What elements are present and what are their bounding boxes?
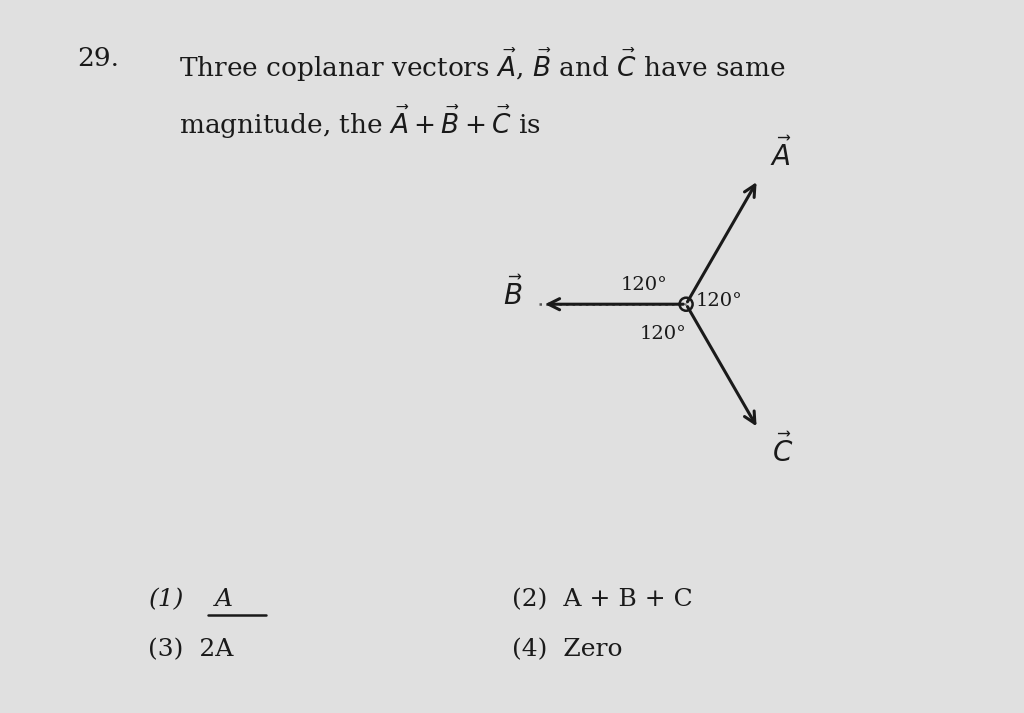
Text: $\vec{A}$: $\vec{A}$: [770, 138, 792, 172]
Text: magnitude, the $\vec{A} + \vec{B} + \vec{C}$ is: magnitude, the $\vec{A} + \vec{B} + \vec…: [179, 103, 541, 140]
Text: $\vec{C}$: $\vec{C}$: [772, 434, 794, 468]
Text: (4)  Zero: (4) Zero: [512, 638, 623, 661]
Text: (1): (1): [148, 588, 184, 611]
Text: Three coplanar vectors $\vec{A}$, $\vec{B}$ and $\vec{C}$ have same: Three coplanar vectors $\vec{A}$, $\vec{…: [179, 46, 785, 83]
Text: $\vec{B}$: $\vec{B}$: [503, 277, 522, 312]
Text: 120°: 120°: [695, 292, 742, 310]
Text: 120°: 120°: [640, 324, 687, 343]
Text: 120°: 120°: [621, 276, 667, 294]
Text: (2)  A + B + C: (2) A + B + C: [512, 588, 693, 611]
Text: (3)  2A: (3) 2A: [148, 638, 233, 661]
Text: 29.: 29.: [77, 46, 119, 71]
Text: A: A: [215, 588, 233, 611]
